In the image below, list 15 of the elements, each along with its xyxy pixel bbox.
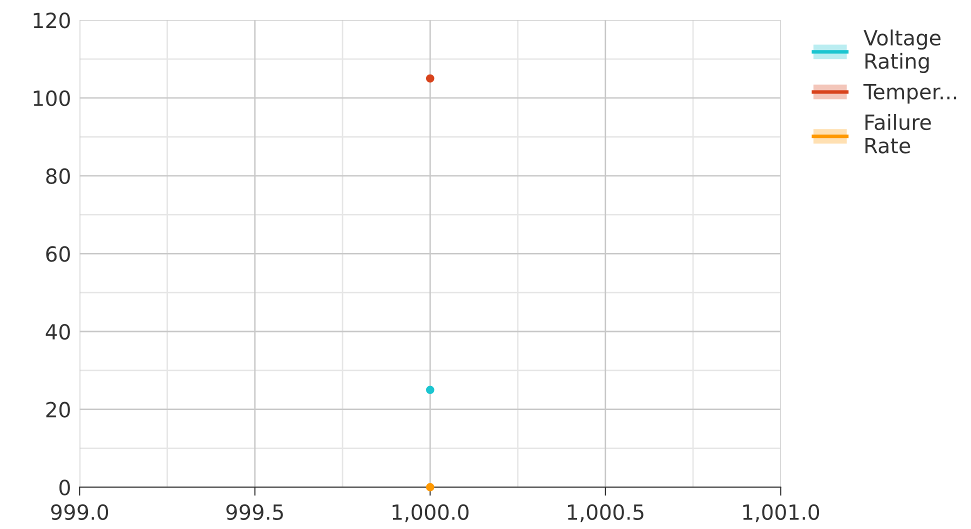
legend-label: Voltage Rating	[864, 30, 940, 73]
y-tick-label: 0	[59, 480, 70, 496]
y-tick-label: 20	[46, 402, 70, 418]
x-tick-label: 1,000.0	[392, 504, 469, 522]
x-tick-label: 1,000.5	[568, 504, 644, 522]
y-tick-label: 120	[34, 12, 70, 28]
legend-label: Temper...	[863, 84, 956, 104]
y-tick-label: 100	[34, 90, 70, 106]
y-tick-label: 80	[46, 168, 70, 184]
x-tick-label: 1,001.0	[743, 504, 820, 522]
y-tick-label: 60	[46, 246, 70, 262]
legend-label: Failure Rate	[866, 114, 931, 154]
x-tick-label: 999.0	[51, 504, 108, 520]
x-tick-label: 999.5	[226, 504, 283, 520]
y-tick-label: 40	[46, 324, 70, 340]
